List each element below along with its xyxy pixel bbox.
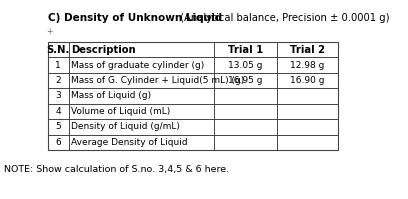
Bar	[48, 42, 339, 150]
Text: Volume of Liquid (mL): Volume of Liquid (mL)	[71, 107, 171, 116]
Text: S.N.: S.N.	[47, 45, 70, 55]
Text: Description: Description	[71, 45, 136, 55]
Text: 16.95 g: 16.95 g	[228, 76, 262, 85]
Text: +: +	[46, 27, 52, 36]
Text: 6: 6	[55, 138, 61, 147]
Text: (Analytical balance, Precision ± 0.0001 g): (Analytical balance, Precision ± 0.0001 …	[177, 13, 389, 23]
Text: 2: 2	[55, 76, 61, 85]
Text: 1: 1	[55, 61, 61, 70]
Text: Mass of Liquid (g): Mass of Liquid (g)	[71, 92, 151, 100]
Text: Density of Liquid (g/mL): Density of Liquid (g/mL)	[71, 122, 180, 131]
Text: Mass of G. Cylinder + Liquid(5 mL) (g): Mass of G. Cylinder + Liquid(5 mL) (g)	[71, 76, 244, 85]
Text: 12.98 g: 12.98 g	[290, 61, 325, 70]
Text: Trial 2: Trial 2	[290, 45, 325, 55]
Text: Trial 1: Trial 1	[228, 45, 263, 55]
Text: 16.90 g: 16.90 g	[290, 76, 325, 85]
Text: C) Density of Unknown Liquid: C) Density of Unknown Liquid	[48, 13, 222, 23]
Text: 5: 5	[55, 122, 61, 131]
Text: Average Density of Liquid: Average Density of Liquid	[71, 138, 188, 147]
Text: 4: 4	[55, 107, 61, 116]
Text: Mass of graduate cylinder (g): Mass of graduate cylinder (g)	[71, 61, 204, 70]
Text: 3: 3	[55, 92, 61, 100]
Text: NOTE: Show calculation of S.no. 3,4,5 & 6 here.: NOTE: Show calculation of S.no. 3,4,5 & …	[4, 165, 229, 174]
Text: 13.05 g: 13.05 g	[228, 61, 262, 70]
